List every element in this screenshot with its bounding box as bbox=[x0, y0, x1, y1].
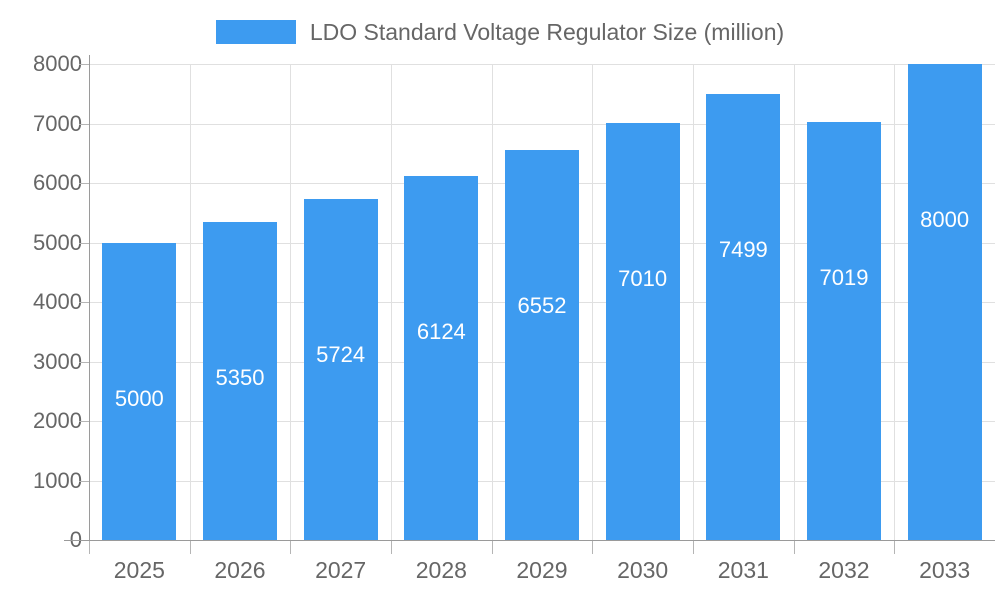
bar-value-label: 8000 bbox=[920, 207, 970, 232]
gridline-vertical bbox=[592, 64, 593, 540]
x-axis-line bbox=[64, 540, 995, 541]
bar[interactable] bbox=[203, 221, 277, 540]
y-axis-tick-mark bbox=[79, 242, 89, 244]
y-axis-tick-label: 6000 bbox=[33, 170, 82, 195]
bar[interactable] bbox=[404, 175, 479, 540]
x-axis-tick-label: 2029 bbox=[516, 557, 568, 583]
y-axis-tick-mark bbox=[79, 480, 89, 482]
y-axis-tick-mark bbox=[79, 64, 89, 65]
gridline-vertical bbox=[391, 64, 392, 540]
gridline-horizontal bbox=[89, 123, 995, 125]
chart-legend: LDO Standard Voltage Regulator Size (mil… bbox=[0, 14, 1000, 50]
y-axis-tick-label: 2000 bbox=[33, 408, 82, 433]
y-axis-line bbox=[89, 55, 90, 550]
x-axis-tick-mark bbox=[894, 541, 895, 554]
legend-swatch-icon bbox=[215, 20, 296, 44]
y-axis-tick-label: 8000 bbox=[33, 51, 82, 76]
bar-value-label: 5724 bbox=[316, 342, 366, 368]
y-axis-tick-label: 0 bbox=[69, 527, 82, 552]
y-axis-tick-label: 4000 bbox=[33, 289, 82, 314]
gridline-vertical bbox=[794, 64, 795, 540]
y-axis-tick-label: 1000 bbox=[33, 467, 82, 493]
gridline-vertical bbox=[190, 64, 191, 540]
y-axis-tick-mark bbox=[79, 302, 89, 303]
bar-value-label: 7019 bbox=[819, 265, 869, 291]
bar[interactable] bbox=[907, 64, 982, 540]
bar[interactable] bbox=[102, 242, 177, 540]
x-axis-tick-mark bbox=[89, 541, 90, 554]
legend-label: LDO Standard Voltage Regulator Size (mil… bbox=[309, 18, 785, 45]
bar[interactable] bbox=[303, 199, 378, 540]
x-axis-tick-label: 2031 bbox=[717, 557, 769, 583]
bar-value-label: 5350 bbox=[215, 364, 265, 390]
y-axis-labels: 0 1000 2000 3000 4000 5000 6000 7000 8000 bbox=[0, 0, 89, 600]
bar-value-label: 5000 bbox=[114, 385, 164, 411]
x-axis-tick-mark bbox=[391, 541, 392, 554]
gridline-vertical bbox=[693, 64, 694, 540]
bar-value-label: 7499 bbox=[718, 236, 768, 262]
x-axis-tick-mark bbox=[492, 541, 493, 554]
gridline-vertical bbox=[492, 64, 493, 540]
gridline-vertical bbox=[290, 64, 291, 540]
x-axis-tick-label: 2025 bbox=[113, 557, 165, 583]
x-axis-tick-label: 2032 bbox=[818, 557, 870, 583]
x-axis-tick-mark bbox=[190, 541, 191, 554]
bar-value-label: 7010 bbox=[618, 265, 668, 291]
y-axis-tick-label: 3000 bbox=[33, 348, 82, 374]
x-axis-tick-label: 2027 bbox=[315, 557, 367, 583]
x-axis-tick-label: 2026 bbox=[214, 557, 266, 583]
plot-area: 5000 5350 5724 6124 6552 7010 7499 7019 8000 bbox=[89, 64, 995, 541]
y-axis-tick-mark bbox=[79, 361, 89, 363]
bar[interactable] bbox=[605, 122, 680, 540]
y-axis-tick-mark bbox=[79, 123, 89, 125]
x-axis-tick-label: 2030 bbox=[617, 557, 669, 583]
y-axis-tick-mark bbox=[79, 183, 89, 184]
gridline-vertical bbox=[894, 64, 895, 540]
x-axis-tick-mark bbox=[693, 541, 694, 554]
y-axis-tick-label: 7000 bbox=[33, 110, 82, 136]
gridline-horizontal bbox=[89, 64, 995, 65]
x-axis-tick-mark bbox=[592, 541, 593, 554]
x-axis-tick-label: 2028 bbox=[415, 557, 467, 583]
bar[interactable] bbox=[807, 122, 881, 540]
y-axis-tick-label: 5000 bbox=[33, 229, 82, 255]
bar[interactable] bbox=[706, 93, 781, 540]
bar[interactable] bbox=[505, 150, 579, 540]
bar-value-label: 6124 bbox=[416, 318, 466, 344]
x-axis-tick-mark bbox=[290, 541, 291, 554]
x-axis-tick-mark bbox=[794, 541, 795, 554]
bar-value-label: 6552 bbox=[517, 293, 567, 319]
y-axis-tick-mark bbox=[79, 421, 89, 422]
x-axis-tick-label: 2033 bbox=[919, 557, 971, 583]
